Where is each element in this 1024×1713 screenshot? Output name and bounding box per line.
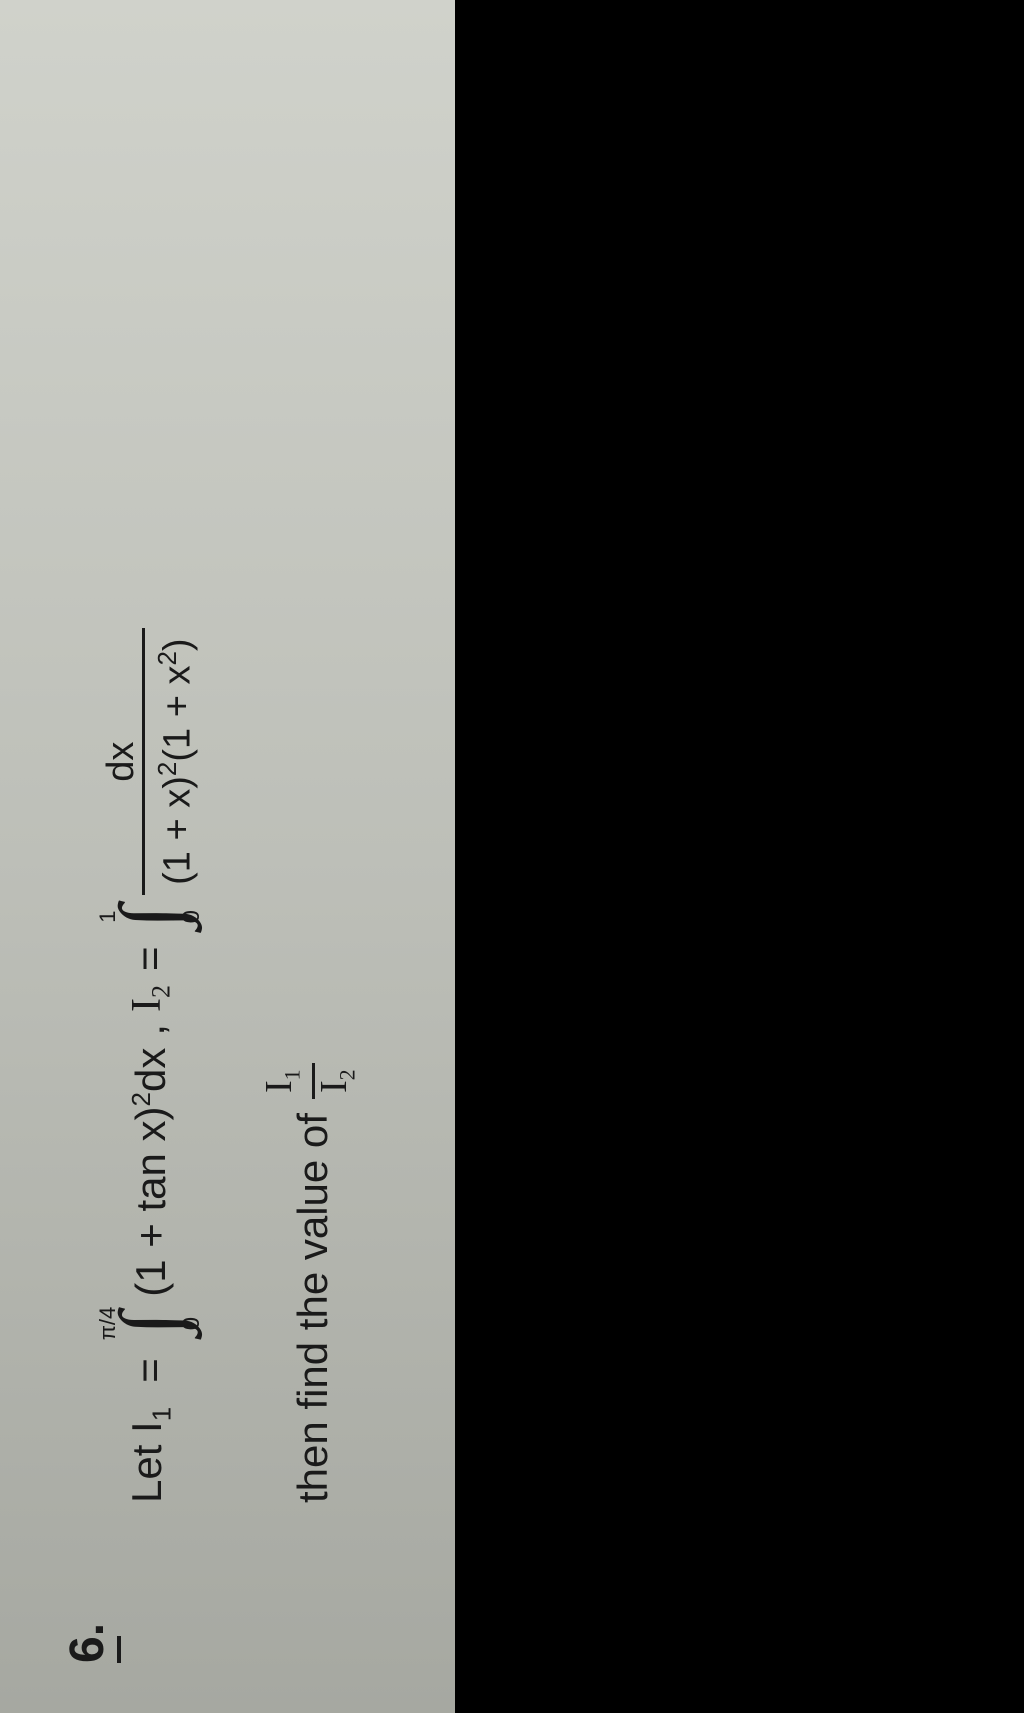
equation-line-1: Let I1 = π/4 ∫ 0 (1 + tan x)2dx , I2 =: [50, 628, 250, 1503]
let-I1: Let I1: [123, 1407, 177, 1503]
int1-symbol: ∫: [118, 1312, 182, 1336]
int2-numerator: dx: [100, 732, 142, 792]
page-root: 6. Let I1 = π/4 ∫ 0 (1 + tan x)2dx , I2: [0, 0, 1024, 1713]
ratio-bot: I2: [315, 1063, 367, 1099]
then-find-text: then find the value of: [289, 1113, 337, 1503]
equals-1: =: [126, 1358, 174, 1383]
question-number-dot: .: [61, 1623, 114, 1636]
question-number-text: 6: [60, 1636, 121, 1663]
integral-2-sign: 1 ∫ 0: [98, 905, 202, 929]
int1-lower: 0: [182, 1317, 202, 1330]
equation-line-2: then find the value of I1 I2: [260, 1063, 366, 1503]
int2-fraction: dx (1 + x)2(1 + x2): [100, 628, 200, 894]
content-strip: 6. Let I1 = π/4 ∫ 0 (1 + tan x)2dx , I2: [0, 0, 455, 1713]
question-number: 6.: [60, 1623, 121, 1663]
integral-1-sign: π/4 ∫ 0: [98, 1307, 202, 1341]
equals-2: =: [126, 946, 174, 971]
int1-body: (1 + tan x)2dx: [126, 1048, 175, 1297]
int2-denominator: (1 + x)2(1 + x2): [145, 628, 200, 894]
ratio-fraction: I1 I2: [260, 1063, 366, 1099]
rotated-canvas: 6. Let I1 = π/4 ∫ 0 (1 + tan x)2dx , I2: [0, 0, 455, 1713]
I2-var: I2: [123, 985, 176, 1012]
ratio-top: I1: [260, 1063, 312, 1099]
int2-lower: 0: [182, 910, 202, 923]
int2-symbol: ∫: [118, 905, 182, 929]
comma: ,: [126, 1024, 174, 1036]
